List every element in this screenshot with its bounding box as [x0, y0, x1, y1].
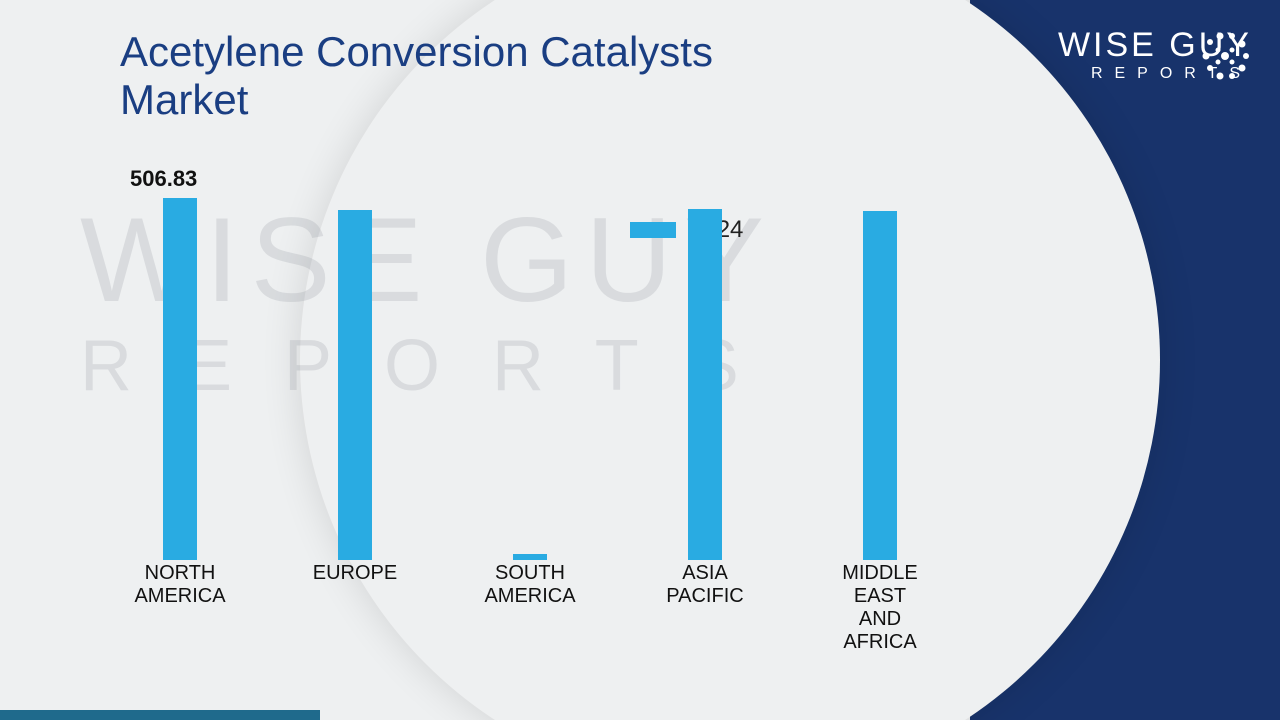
brand-logo: WISE GUY REPORTS: [1058, 28, 1252, 82]
x-axis-label: MIDDLEEASTANDAFRICA: [805, 562, 955, 654]
x-axis-label: ASIAPACIFIC: [630, 562, 780, 608]
bar: [688, 209, 722, 560]
bar: [863, 211, 897, 560]
bottom-accent-bar: [0, 710, 320, 720]
bar-value-label: 506.83: [130, 166, 197, 192]
plot-area: 506.83: [110, 160, 970, 560]
x-axis-label: EUROPE: [280, 562, 430, 585]
stage: WISE GUY REPORTS WISE GUY REPORTS Acetyl…: [0, 0, 1280, 720]
x-axis-label: SOUTHAMERICA: [455, 562, 605, 608]
bar: [338, 210, 372, 560]
x-axis-label: NORTHAMERICA: [105, 562, 255, 608]
bar: [163, 198, 197, 560]
bar-chart: 2024 506.83 NORTHAMERICAEUROPESOUTHAMERI…: [110, 160, 970, 600]
logo-head-icon: [1190, 22, 1260, 92]
bar: [513, 554, 547, 560]
chart-title: Acetylene Conversion Catalysts Market: [120, 28, 800, 124]
